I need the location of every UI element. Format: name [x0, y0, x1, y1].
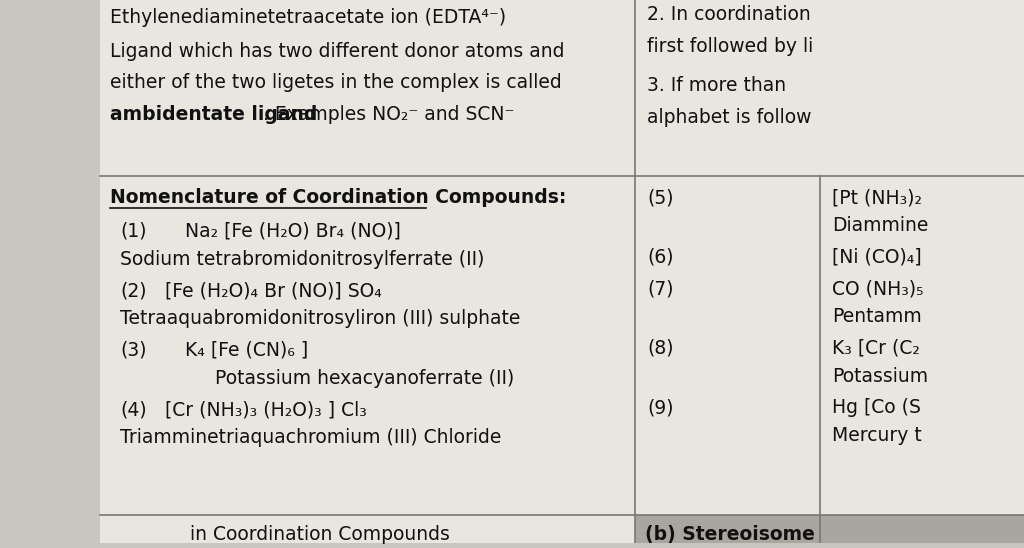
Bar [100, 515, 635, 543]
Text: Sodium tetrabromidonitrosylferrate (II): Sodium tetrabromidonitrosylferrate (II) [120, 250, 484, 269]
Bar [635, 515, 1024, 543]
Text: [Pt (NH₃)₂: [Pt (NH₃)₂ [831, 188, 922, 207]
Text: Triamminetriaquachromium (III) Chloride: Triamminetriaquachromium (III) Chloride [120, 428, 502, 447]
Text: in Coordination Compounds: in Coordination Compounds [190, 525, 450, 544]
Text: ambidentate ligand: ambidentate ligand [110, 105, 317, 124]
Text: Potassium: Potassium [831, 367, 928, 386]
Text: Ethylenediaminetetraacetate ion (EDTA⁴⁻): Ethylenediaminetetraacetate ion (EDTA⁴⁻) [110, 8, 506, 27]
Text: [Cr (NH₃)₃ (H₂O)₃ ] Cl₃: [Cr (NH₃)₃ (H₂O)₃ ] Cl₃ [165, 400, 367, 419]
Bar [635, 0, 1024, 176]
Text: (9): (9) [647, 398, 674, 417]
Text: Potassium hexacyanoferrate (II): Potassium hexacyanoferrate (II) [185, 368, 514, 387]
Text: K₃ [Cr (C₂: K₃ [Cr (C₂ [831, 339, 920, 358]
Text: (1): (1) [120, 222, 146, 241]
Text: (b) Stereoisome: (b) Stereoisome [645, 525, 815, 544]
Text: (5): (5) [647, 188, 674, 207]
Text: [Ni (CO)₄]: [Ni (CO)₄] [831, 248, 922, 267]
Text: 3. If more than: 3. If more than [647, 76, 786, 95]
Text: (2): (2) [120, 281, 146, 300]
Text: Pentamm: Pentamm [831, 307, 922, 326]
Text: Ligand which has two different donor atoms and: Ligand which has two different donor ato… [110, 42, 564, 61]
Bar [635, 176, 1024, 515]
Text: either of the two ligetes in the complex is called: either of the two ligetes in the complex… [110, 73, 562, 92]
Text: Nomenclature of Coordination Compounds:: Nomenclature of Coordination Compounds: [110, 188, 566, 207]
Text: Diammine: Diammine [831, 216, 929, 235]
Text: . Examples NO₂⁻ and SCN⁻: . Examples NO₂⁻ and SCN⁻ [263, 105, 514, 124]
Bar [100, 176, 635, 515]
Text: 2. In coordination: 2. In coordination [647, 5, 811, 24]
Text: (4): (4) [120, 400, 146, 419]
Text: alphabet is follow: alphabet is follow [647, 108, 811, 127]
Text: Tetraaquabromidonitrosyliron (III) sulphate: Tetraaquabromidonitrosyliron (III) sulph… [120, 309, 520, 328]
Text: (6): (6) [647, 248, 674, 267]
Text: (8): (8) [647, 339, 674, 358]
Text: Hg [Co (S: Hg [Co (S [831, 398, 921, 417]
Text: first followed by li: first followed by li [647, 37, 813, 56]
Text: Na₂ [Fe (H₂O) Br₄ (NO)]: Na₂ [Fe (H₂O) Br₄ (NO)] [185, 222, 400, 241]
Bar [100, 0, 635, 176]
Text: (7): (7) [647, 279, 674, 298]
Text: K₄ [Fe (CN)₆ ]: K₄ [Fe (CN)₆ ] [185, 341, 308, 360]
Text: CO (NH₃)₅: CO (NH₃)₅ [831, 279, 924, 298]
Text: [Fe (H₂O)₄ Br (NO)] SO₄: [Fe (H₂O)₄ Br (NO)] SO₄ [165, 281, 382, 300]
Text: Mercury t: Mercury t [831, 426, 922, 445]
Text: (3): (3) [120, 341, 146, 360]
